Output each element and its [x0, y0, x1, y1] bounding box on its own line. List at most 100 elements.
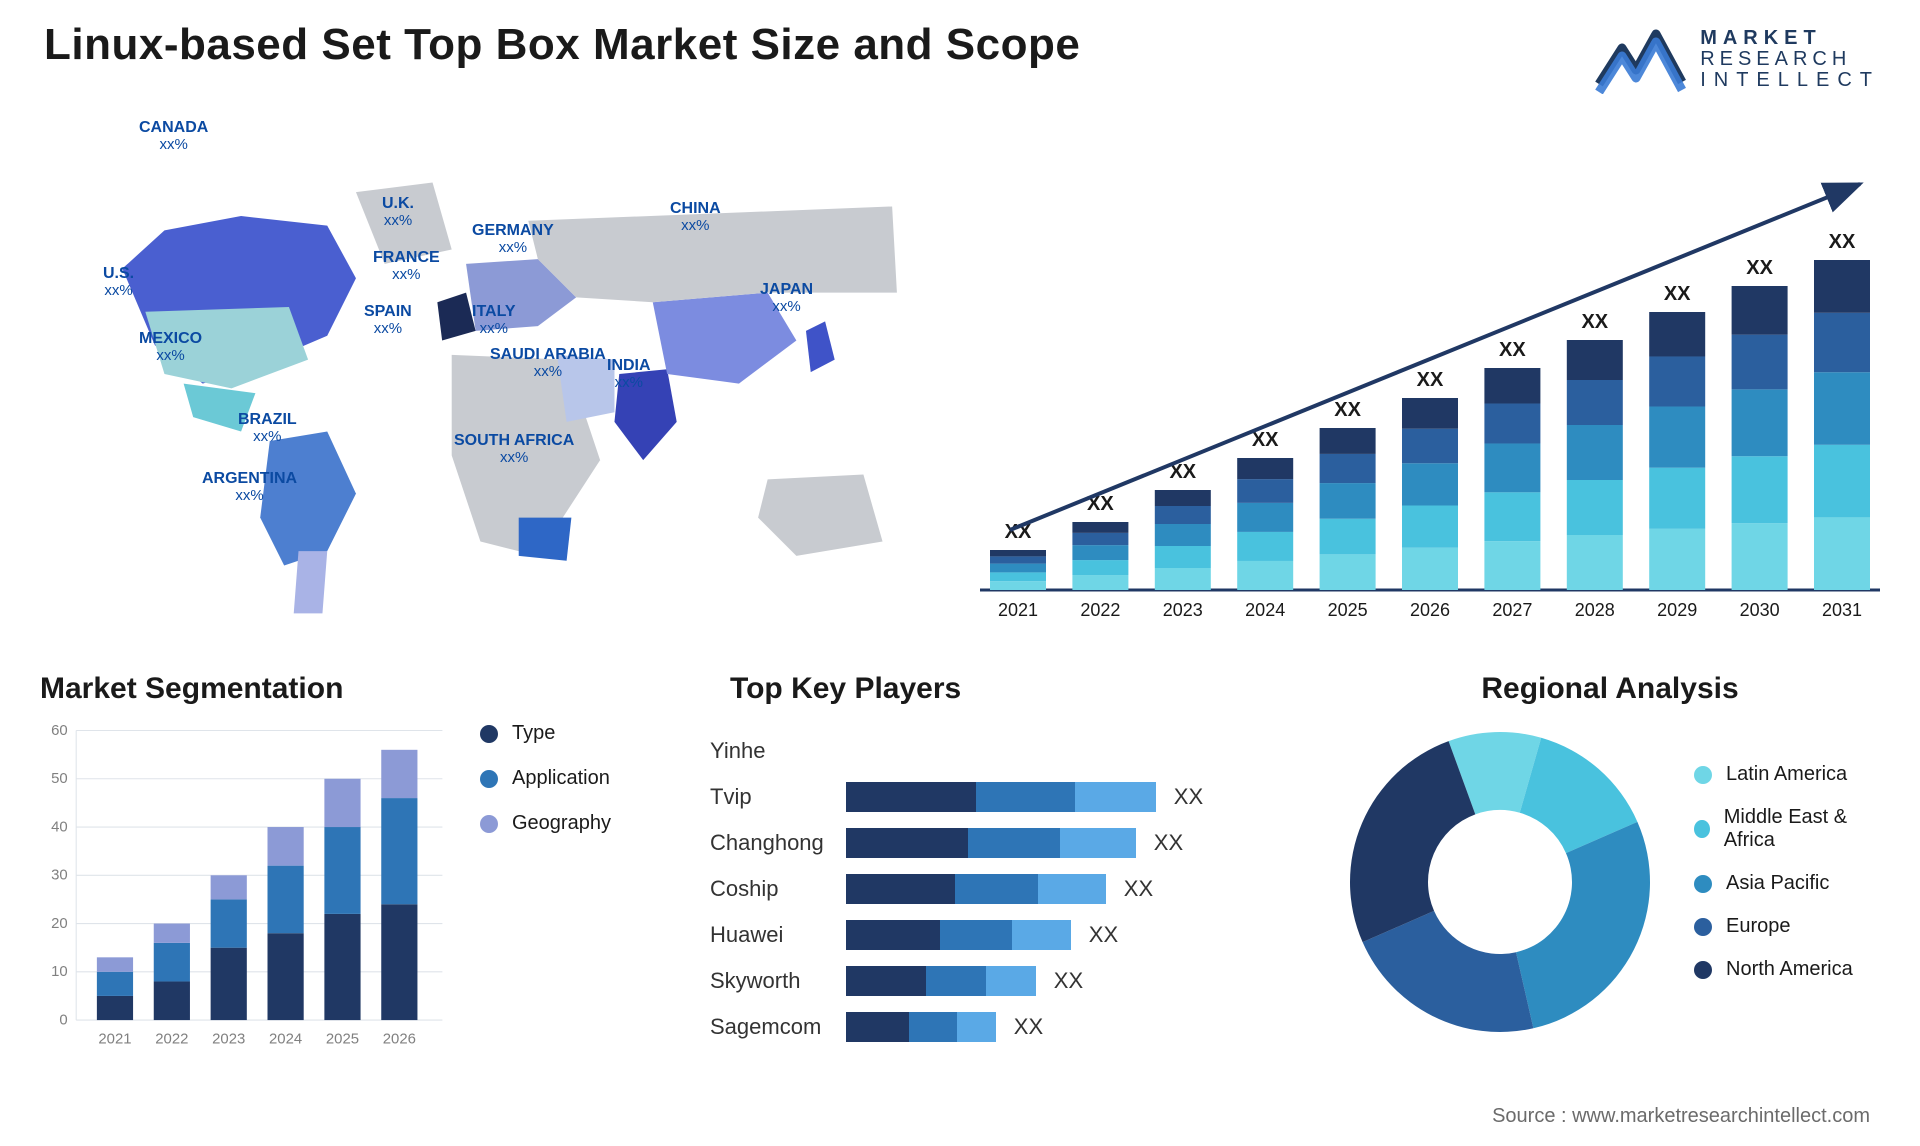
seg-bar-seg [211, 948, 247, 1020]
source-line: Source : www.marketresearchintellect.com [1492, 1105, 1870, 1128]
key-players-names: YinheTvipChanghongCoshipHuaweiSkyworthSa… [710, 722, 824, 1050]
growth-bar-seg [1155, 490, 1211, 506]
growth-bar-label: XX [1746, 257, 1773, 279]
seg-bar-seg [154, 981, 190, 1020]
player-bar-row: XX [846, 912, 1310, 958]
player-name: Tvip [710, 774, 824, 820]
growth-bar-seg [1484, 368, 1540, 404]
growth-bar-seg [1732, 335, 1788, 390]
growth-bar-seg [1484, 404, 1540, 444]
growth-bar-seg [1649, 407, 1705, 468]
growth-bar-seg [990, 572, 1046, 581]
growth-bar-seg [1402, 463, 1458, 505]
svg-text:2023: 2023 [212, 1031, 245, 1047]
map-region-eu1 [437, 293, 475, 341]
svg-text:40: 40 [51, 819, 68, 835]
svg-text:2021: 2021 [98, 1031, 131, 1047]
svg-text:2022: 2022 [155, 1031, 188, 1047]
map-label: JAPANxx% [760, 282, 813, 315]
growth-bar-seg [1320, 428, 1376, 454]
map-label: CHINAxx% [670, 201, 721, 234]
growth-bar-seg [1072, 545, 1128, 560]
seg-bar-seg [324, 914, 360, 1020]
regional-section: Regional Analysis Latin AmericaMiddle Ea… [1340, 672, 1880, 1072]
growth-year-label: 2030 [1740, 600, 1780, 620]
growth-bar-seg [1732, 286, 1788, 335]
seg-bar-seg [154, 943, 190, 982]
growth-bar-seg [1649, 356, 1705, 406]
growth-bar-seg [1649, 468, 1705, 529]
growth-bar-seg [1402, 429, 1458, 464]
growth-bar-seg [1732, 389, 1788, 456]
map-region-aus [758, 475, 882, 556]
growth-bar-seg [1649, 529, 1705, 590]
svg-text:2024: 2024 [269, 1031, 302, 1047]
growth-bar-label: XX [1664, 283, 1691, 305]
map-region-sa2 [294, 551, 328, 613]
map-region-saf [519, 518, 572, 561]
growth-year-label: 2025 [1328, 600, 1368, 620]
player-bar-row: XX [846, 820, 1310, 866]
growth-bar-label: XX [1829, 231, 1856, 253]
page-title: Linux-based Set Top Box Market Size and … [44, 20, 1080, 70]
growth-year-label: 2026 [1410, 600, 1450, 620]
seg-bar-seg [154, 924, 190, 943]
map-label: BRAZILxx% [238, 412, 297, 445]
growth-bar-seg [1320, 454, 1376, 483]
seg-bar-seg [211, 899, 247, 947]
player-bar-row: XX [846, 866, 1310, 912]
growth-bar-label: XX [1499, 339, 1526, 361]
growth-bar-seg [1072, 522, 1128, 533]
growth-bar-seg [990, 581, 1046, 590]
growth-bar-seg [1814, 517, 1870, 590]
segmentation-title: Market Segmentation [40, 672, 456, 706]
svg-text:2026: 2026 [383, 1031, 416, 1047]
map-label: INDIAxx% [607, 358, 651, 391]
player-bar-row: XX [846, 774, 1310, 820]
logo-icon [1594, 24, 1686, 94]
growth-year-label: 2031 [1822, 600, 1862, 620]
donut-slice [1516, 822, 1650, 1028]
segmentation-chart: 0102030405060202120222023202420252026 [40, 722, 445, 1052]
svg-text:50: 50 [51, 771, 68, 787]
player-name: Yinhe [710, 728, 824, 774]
growth-bar-seg [1320, 483, 1376, 519]
growth-bar-seg [1402, 506, 1458, 548]
growth-bar-seg [1732, 456, 1788, 523]
player-bar-row: XX [846, 1004, 1310, 1050]
region-legend-item: Middle East & Africa [1694, 806, 1880, 852]
map-label: ARGENTINAxx% [202, 471, 297, 504]
map-label: U.S.xx% [103, 266, 134, 299]
growth-bar-seg [1567, 340, 1623, 380]
player-name: Sagemcom [710, 1004, 824, 1050]
region-legend-item: Asia Pacific [1694, 872, 1880, 895]
growth-year-label: 2024 [1245, 600, 1285, 620]
segmentation-section: Market Segmentation 01020304050602021202… [40, 672, 680, 1072]
map-label: MEXICOxx% [139, 331, 202, 364]
map-label: SOUTH AFRICAxx% [454, 433, 574, 466]
seg-bar-seg [381, 750, 417, 798]
seg-bar-seg [268, 827, 304, 866]
growth-bar-seg [1072, 533, 1128, 545]
growth-year-label: 2028 [1575, 600, 1615, 620]
seg-bar-seg [268, 866, 304, 934]
seg-bar-seg [324, 779, 360, 827]
seg-bar-seg [381, 798, 417, 904]
donut-slice [1350, 741, 1475, 942]
seg-bar-seg [97, 996, 133, 1020]
growth-bar-label: XX [1252, 429, 1279, 451]
world-map: CANADAxx%U.S.xx%MEXICOxx%BRAZILxx%ARGENT… [40, 104, 940, 644]
seg-legend-item: Application [480, 767, 680, 790]
player-bar-row: XX [846, 958, 1310, 1004]
growth-bar-seg [1237, 561, 1293, 590]
seg-bar-seg [268, 933, 304, 1020]
growth-bar-seg [1567, 535, 1623, 590]
regional-title: Regional Analysis [1340, 672, 1880, 706]
seg-bar-seg [381, 904, 417, 1020]
growth-bar-seg [1237, 458, 1293, 479]
player-name: Huawei [710, 912, 824, 958]
growth-bar-seg [1402, 398, 1458, 429]
map-region-jap [806, 321, 835, 372]
map-label: GERMANYxx% [472, 223, 554, 256]
growth-bar-seg [1484, 492, 1540, 541]
